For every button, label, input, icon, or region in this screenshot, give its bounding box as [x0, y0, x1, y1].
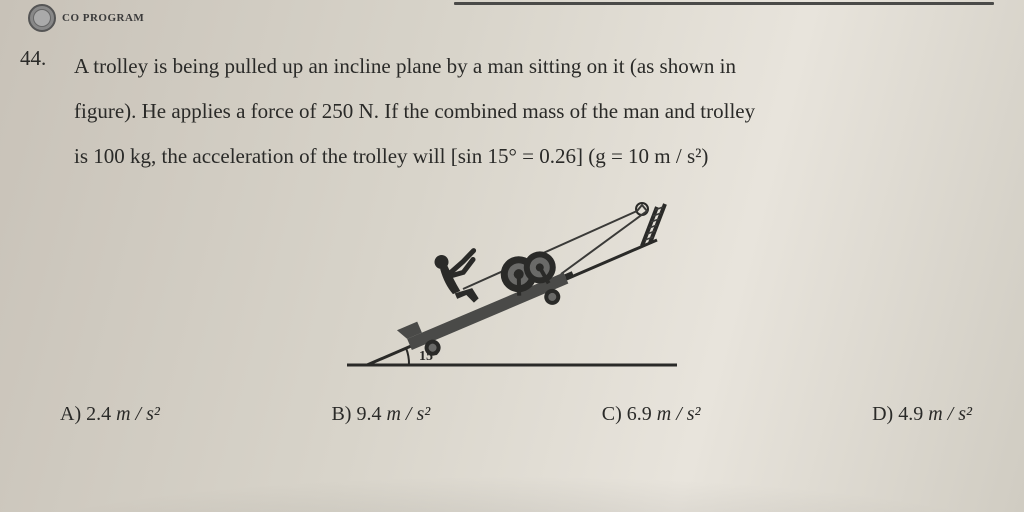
page: CO PROGRAM 44. A trolley is being pulled…: [0, 0, 1024, 436]
option-d: D) 4.9 m / s²: [872, 403, 972, 426]
option-b-value: 9.4: [356, 403, 381, 425]
options-row: A) 2.4 m / s² B) 9.4 m / s² C) 6.9 m / s…: [20, 403, 994, 426]
question-text: A trolley is being pulled up an incline …: [74, 44, 994, 179]
option-c-label: C): [602, 403, 622, 425]
logo-text: CO PROGRAM: [62, 12, 144, 24]
option-c-value: 6.9: [627, 403, 652, 425]
option-c-unit: m / s²: [657, 403, 701, 425]
question-bracket: [sin 15° = 0.26]: [451, 144, 583, 168]
figure-container: 15°: [20, 185, 994, 385]
question-line1: A trolley is being pulled up an incline …: [74, 54, 736, 78]
option-b-label: B): [331, 403, 351, 425]
pulley-post: [636, 203, 665, 246]
question-block: 44. A trolley is being pulled up an incl…: [20, 44, 994, 179]
option-b-unit: m / s²: [386, 403, 430, 425]
logo-area: CO PROGRAM: [28, 4, 144, 32]
man-figure: [432, 243, 492, 311]
angle-arc: [406, 348, 409, 365]
option-d-unit: m / s²: [928, 403, 972, 425]
option-c: C) 6.9 m / s²: [602, 403, 701, 426]
header-rule: [454, 2, 994, 5]
option-a-unit: m / s²: [116, 403, 160, 425]
logo-inner-icon: [33, 9, 51, 27]
option-d-label: D): [872, 403, 893, 425]
question-line3a: is 100 kg, the acceleration of the troll…: [74, 144, 451, 168]
option-a-label: A): [60, 403, 81, 425]
option-d-value: 4.9: [898, 403, 923, 425]
question-line2: figure). He applies a force of 250 N. If…: [74, 99, 755, 123]
option-a-value: 2.4: [86, 403, 111, 425]
figure-svg: 15°: [327, 185, 687, 385]
question-number: 44.: [20, 44, 56, 179]
trolley: [388, 239, 581, 366]
logo-icon: [28, 4, 56, 32]
question-paren: (g = 10 m / s²): [588, 144, 708, 168]
option-b: B) 9.4 m / s²: [331, 403, 430, 426]
option-a: A) 2.4 m / s²: [60, 403, 160, 426]
